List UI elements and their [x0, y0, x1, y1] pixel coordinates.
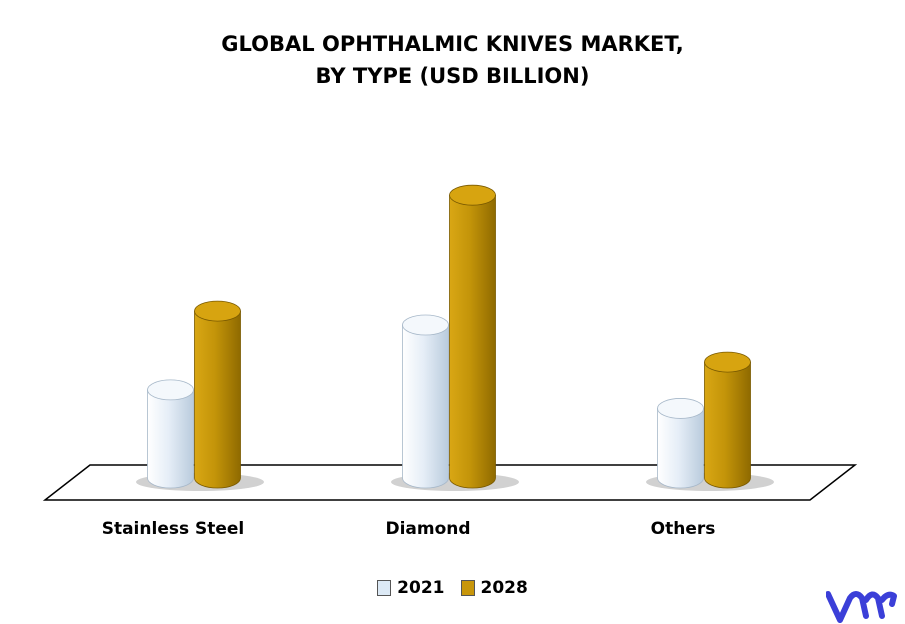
legend-item-2021: 2021 — [377, 578, 445, 598]
bar-2028-others — [704, 351, 751, 489]
chart-floor — [42, 464, 858, 501]
bar-2021-diamond — [402, 314, 449, 489]
vmr-logo-icon — [826, 591, 897, 623]
chart-title-line-1: GLOBAL OPHTHALMIC KNIVES MARKET, — [221, 32, 684, 56]
legend-label-2028: 2028 — [480, 578, 528, 598]
bar-2021-stainless-steel — [147, 379, 194, 489]
legend-item-2028: 2028 — [460, 578, 528, 598]
bars-group — [136, 184, 774, 491]
category-label: Stainless Steel — [102, 519, 245, 539]
legend: 2021 2028 — [0, 578, 905, 598]
bar-2028-stainless-steel — [194, 300, 241, 489]
category-labels: Stainless Steel Diamond Others — [102, 519, 716, 539]
legend-swatch-2028 — [460, 580, 475, 596]
bar-2021-others — [657, 398, 704, 489]
bar-2028-diamond — [449, 184, 496, 489]
category-label: Diamond — [385, 519, 470, 539]
legend-swatch-2021 — [377, 580, 392, 596]
legend-label-2021: 2021 — [397, 578, 445, 598]
category-label: Others — [651, 519, 716, 539]
chart-title: GLOBAL OPHTHALMIC KNIVES MARKET, BY TYPE… — [0, 28, 905, 92]
chart-title-line-2: BY TYPE (USD BILLION) — [315, 64, 590, 88]
